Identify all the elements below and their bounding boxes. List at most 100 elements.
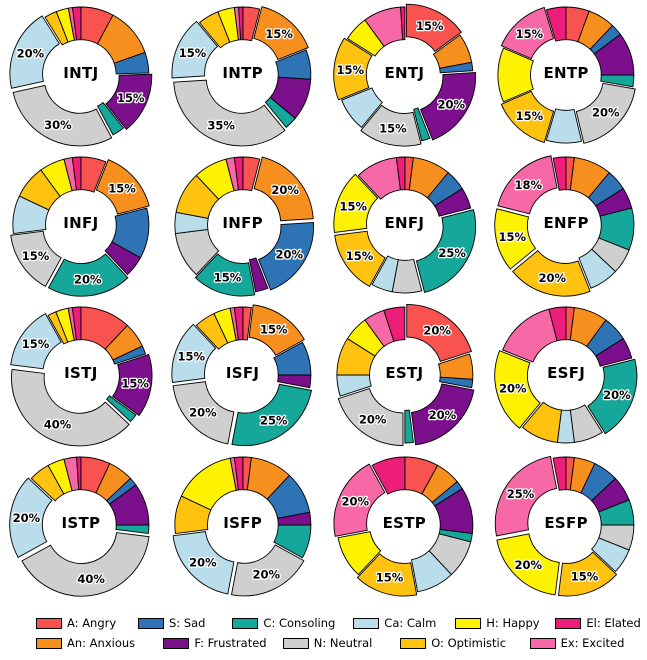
- slice-label-ca: 15%: [22, 337, 50, 351]
- slice-c: [194, 253, 256, 297]
- slice-ex: [502, 308, 558, 363]
- slice-ca: [591, 537, 630, 573]
- slice-c: [264, 96, 296, 129]
- legend-item-ca[interactable]: Ca: Calm: [353, 614, 455, 632]
- slice-a: [80, 156, 107, 193]
- slice-label-ex: 18%: [515, 178, 543, 192]
- slice-an: [248, 304, 305, 356]
- legend-swatch-s: [137, 617, 164, 629]
- slice-an: [95, 159, 150, 215]
- slice-label-ex: 15%: [516, 27, 544, 41]
- donut: 15% 35% 15% INTP: [162, 0, 324, 147]
- slice-n: [576, 82, 636, 144]
- slice-f: [104, 241, 142, 276]
- slice-ex: [495, 455, 558, 537]
- legend-item-n[interactable]: N: Neutral: [282, 634, 400, 652]
- legend-swatch-ca: [353, 617, 380, 629]
- slice-c: [403, 409, 414, 444]
- slice-label-c: 25%: [438, 246, 466, 260]
- slice-label-o: 15%: [516, 109, 544, 123]
- slice-label-o: 15%: [345, 249, 373, 263]
- slice-n: [173, 79, 286, 147]
- slice-o: [333, 230, 386, 287]
- donut-chart-grid: 15% 30% 20% INTJ 15% 35% 15% INTP 15% 20% 15% 15% EN…: [0, 0, 647, 597]
- slice-s: [257, 221, 314, 291]
- slice-label-an: 15%: [260, 323, 288, 337]
- slice-ca: [10, 313, 62, 370]
- legend-item-a[interactable]: A: Angry: [36, 614, 138, 632]
- donut: 25% 15% 15% ENFJ: [324, 150, 486, 295]
- slice-label-o: 15%: [375, 571, 403, 585]
- slice-c: [106, 395, 137, 423]
- donut: 20% 20% 20% ESTJ: [324, 300, 486, 447]
- slice-el: [546, 6, 567, 42]
- slice-a: [242, 156, 261, 192]
- slice-h: [337, 531, 381, 576]
- donut: 15% 30% 20% INTJ: [0, 0, 162, 147]
- slice-label-an: 20%: [271, 183, 299, 197]
- slice-el: [71, 306, 82, 341]
- donut-chart-enfp: 20% 15% 18% ENFP: [485, 150, 647, 297]
- slice-label-f: 20%: [437, 97, 465, 111]
- slice-c: [115, 524, 150, 535]
- legend-item-ex[interactable]: Ex: Excited: [529, 634, 647, 652]
- slice-el: [237, 6, 244, 41]
- slice-label-c: 20%: [74, 272, 102, 286]
- legend-label: Ex: Excited: [560, 636, 625, 650]
- legend-item-s[interactable]: S: Sad: [137, 614, 232, 632]
- legend-swatch-a: [36, 617, 62, 629]
- slice-a: [242, 6, 261, 42]
- legend-item-el[interactable]: El: Elated: [555, 614, 647, 632]
- slice-ca: [410, 550, 452, 593]
- slice-label-ex: 20%: [341, 495, 369, 509]
- legend-label: Ca: Calm: [384, 616, 437, 630]
- slice-label-ca: 15%: [178, 46, 206, 60]
- slice-c: [96, 101, 125, 136]
- slice-el: [552, 456, 567, 491]
- slice-c: [272, 524, 312, 559]
- slice-label-n: 20%: [592, 106, 620, 120]
- donut-chart-estj: 20% 20% 20% ESTJ: [324, 300, 486, 447]
- donut-chart-istp: 40% 20% ISTP: [0, 450, 162, 597]
- slice-el: [395, 156, 405, 191]
- slice-s: [112, 345, 147, 365]
- donut-chart-isfj: 15% 25% 20% 15% ISFJ: [162, 300, 324, 447]
- slice-label-n: 15%: [22, 249, 50, 263]
- legend-label: A: Angry: [67, 616, 117, 630]
- slice-o: [512, 250, 591, 297]
- legend-swatch-f: [163, 637, 190, 649]
- slice-n: [230, 544, 305, 597]
- legend-item-o[interactable]: O: Optimistic: [400, 634, 529, 652]
- legend-swatch-n: [282, 637, 309, 649]
- slice-ca: [371, 255, 399, 293]
- slice-f: [433, 187, 471, 217]
- slice-c: [600, 74, 635, 88]
- legend-item-h[interactable]: H: Happy: [455, 614, 555, 632]
- slice-an: [252, 6, 309, 61]
- slice-o: [522, 401, 563, 443]
- slice-n: [337, 387, 403, 447]
- slice-label-s: 20%: [275, 247, 303, 261]
- slice-label-n: 30%: [44, 118, 72, 132]
- legend-item-c[interactable]: C: Consoling: [232, 614, 353, 632]
- slice-h: [494, 208, 537, 270]
- donut: 15% 20% 15% INFJ: [0, 150, 162, 297]
- legend-label: C: Consoling: [263, 616, 336, 630]
- slice-el: [76, 456, 82, 491]
- slice-o: [558, 551, 618, 597]
- slice-ca: [546, 108, 583, 144]
- slice-el: [399, 6, 405, 41]
- slice-o: [500, 90, 555, 144]
- legend-item-f[interactable]: F: Frustrated: [163, 634, 282, 652]
- legend-swatch-c: [232, 617, 259, 629]
- slice-c: [587, 358, 638, 435]
- slice-label-n: 20%: [189, 406, 217, 420]
- slice-h: [494, 350, 542, 429]
- legend-swatch-an: [36, 637, 62, 649]
- slice-f: [248, 257, 269, 293]
- legend-item-an[interactable]: An: Anxious: [36, 634, 163, 652]
- slice-ca: [172, 531, 235, 595]
- slice-ca: [171, 20, 218, 79]
- donut: 15% 25% 20% 15% ISFJ: [162, 300, 324, 447]
- slice-label-o: 20%: [539, 271, 567, 285]
